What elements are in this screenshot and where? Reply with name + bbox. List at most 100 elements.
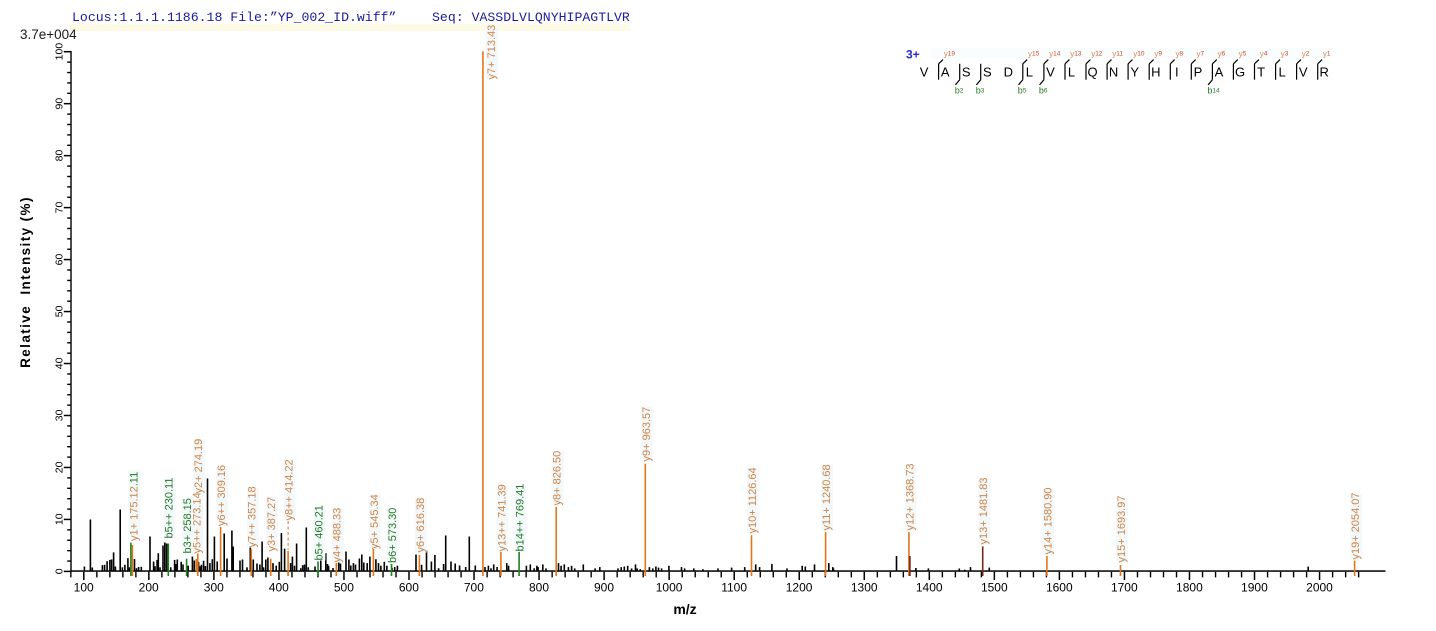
svg-text:1200: 1200 bbox=[786, 581, 813, 595]
svg-text:y4+ 488.33: y4+ 488.33 bbox=[332, 508, 344, 563]
svg-text:G: G bbox=[1235, 65, 1245, 80]
svg-text:A: A bbox=[941, 65, 950, 80]
svg-text:y5+ 545.34: y5+ 545.34 bbox=[369, 494, 381, 549]
svg-text:L: L bbox=[1068, 65, 1075, 80]
svg-text:400: 400 bbox=[269, 581, 289, 595]
svg-text:y8++ 414.22: y8++ 414.22 bbox=[284, 459, 296, 520]
svg-text:1400: 1400 bbox=[916, 581, 943, 595]
svg-text:Relative Intensity (%): Relative Intensity (%) bbox=[18, 196, 33, 368]
svg-text:Q: Q bbox=[1088, 65, 1098, 80]
svg-text:900: 900 bbox=[594, 581, 614, 595]
svg-text:y8: y8 bbox=[1176, 50, 1184, 59]
svg-text:b14++ 769.41: b14++ 769.41 bbox=[515, 484, 527, 552]
svg-text:y11: y11 bbox=[1112, 50, 1123, 59]
svg-text:y15: y15 bbox=[1028, 50, 1040, 59]
svg-text:y13+ 1481.83: y13+ 1481.83 bbox=[978, 478, 990, 545]
svg-text:y8+ 826.50: y8+ 826.50 bbox=[552, 451, 564, 506]
svg-text:200: 200 bbox=[139, 581, 159, 595]
svg-text:1000: 1000 bbox=[656, 581, 683, 595]
svg-text:L: L bbox=[1026, 65, 1033, 80]
svg-text:y13++ 741.39: y13++ 741.39 bbox=[496, 484, 508, 551]
svg-text:y11+ 1240.68: y11+ 1240.68 bbox=[821, 464, 833, 530]
svg-text:P: P bbox=[1194, 65, 1203, 80]
svg-text:300: 300 bbox=[204, 581, 224, 595]
svg-text:y13: y13 bbox=[1070, 50, 1082, 59]
svg-text:1900: 1900 bbox=[1241, 581, 1268, 595]
svg-text:b6: b6 bbox=[1039, 86, 1048, 96]
svg-text:Seq: VASSDLVLQNYHIPAGTLVR: Seq: VASSDLVLQNYHIPAGTLVR bbox=[432, 10, 630, 25]
svg-text:Locus:1.1.1.1186.18 File:”YP_0: Locus:1.1.1.1186.18 File:”YP_002_ID.wiff… bbox=[72, 10, 396, 25]
svg-text:y9: y9 bbox=[1154, 50, 1162, 59]
svg-text:700: 700 bbox=[464, 581, 484, 595]
svg-text:40: 40 bbox=[53, 357, 65, 369]
svg-text:y12+ 1368.73: y12+ 1368.73 bbox=[904, 464, 916, 531]
svg-text:3.7e+004: 3.7e+004 bbox=[20, 27, 77, 42]
svg-text:y6: y6 bbox=[1218, 50, 1226, 59]
svg-text:y5++ 273.14: y5++ 273.14 bbox=[191, 492, 203, 553]
svg-text:b6+ 573.30: b6+ 573.30 bbox=[387, 508, 399, 563]
svg-text:y4: y4 bbox=[1260, 50, 1268, 59]
svg-text:S: S bbox=[962, 65, 971, 80]
svg-text:R: R bbox=[1320, 65, 1329, 80]
svg-text:y14+ 1580.90: y14+ 1580.90 bbox=[1042, 488, 1054, 555]
svg-text:y1+ 175.12.11: y1+ 175.12.11 bbox=[128, 472, 140, 541]
svg-text:V: V bbox=[920, 65, 929, 80]
svg-text:2000: 2000 bbox=[1306, 581, 1333, 595]
svg-text:A: A bbox=[1215, 65, 1224, 80]
svg-text:y5: y5 bbox=[1239, 50, 1247, 59]
svg-text:S: S bbox=[983, 65, 992, 80]
svg-text:T: T bbox=[1257, 65, 1265, 80]
svg-text:y1: y1 bbox=[1323, 50, 1331, 59]
svg-text:b5++ 230.11: b5++ 230.11 bbox=[164, 478, 176, 539]
svg-text:y10: y10 bbox=[1133, 50, 1145, 59]
svg-text:1100: 1100 bbox=[721, 581, 747, 595]
svg-text:3+: 3+ bbox=[906, 48, 920, 62]
svg-text:b5+ 460.21: b5+ 460.21 bbox=[313, 505, 325, 560]
svg-text:b14: b14 bbox=[1207, 86, 1220, 96]
svg-text:y7+ 713.43: y7+ 713.43 bbox=[486, 25, 498, 80]
svg-text:m/z: m/z bbox=[673, 601, 696, 617]
svg-text:y12: y12 bbox=[1091, 50, 1103, 59]
svg-text:N: N bbox=[1109, 65, 1118, 80]
svg-text:y2: y2 bbox=[1302, 50, 1310, 59]
svg-text:Y: Y bbox=[1130, 65, 1139, 80]
svg-text:y10+ 1126.64: y10+ 1126.64 bbox=[747, 467, 759, 533]
svg-text:b2: b2 bbox=[955, 86, 964, 96]
svg-text:50: 50 bbox=[53, 305, 65, 317]
svg-text:80: 80 bbox=[53, 150, 65, 162]
svg-text:100: 100 bbox=[74, 581, 94, 595]
svg-text:600: 600 bbox=[399, 581, 419, 595]
svg-text:1700: 1700 bbox=[1111, 581, 1138, 595]
svg-text:b3+ 258.15: b3+ 258.15 bbox=[182, 498, 194, 553]
svg-text:y19: y19 bbox=[944, 50, 956, 59]
svg-text:70: 70 bbox=[53, 202, 65, 214]
svg-text:0: 0 bbox=[53, 568, 65, 574]
svg-text:b5: b5 bbox=[1018, 86, 1027, 96]
svg-text:y9+ 963.57: y9+ 963.57 bbox=[641, 407, 653, 462]
svg-text:H: H bbox=[1151, 65, 1160, 80]
svg-text:y6++ 309.16: y6++ 309.16 bbox=[216, 465, 228, 526]
svg-text:1600: 1600 bbox=[1046, 581, 1073, 595]
svg-text:D: D bbox=[1004, 65, 1013, 80]
svg-text:1300: 1300 bbox=[851, 581, 878, 595]
svg-text:1800: 1800 bbox=[1176, 581, 1203, 595]
svg-text:b3: b3 bbox=[976, 86, 985, 96]
svg-text:L: L bbox=[1278, 65, 1285, 80]
svg-text:V: V bbox=[1299, 65, 1308, 80]
svg-text:y2+ 274.19: y2+ 274.19 bbox=[193, 439, 205, 494]
svg-text:1500: 1500 bbox=[981, 581, 1008, 595]
svg-text:I: I bbox=[1175, 65, 1179, 80]
svg-text:60: 60 bbox=[53, 254, 65, 266]
svg-text:y14: y14 bbox=[1049, 50, 1061, 59]
svg-text:500: 500 bbox=[334, 581, 354, 595]
svg-text:y19+ 2054.07: y19+ 2054.07 bbox=[1350, 493, 1362, 560]
svg-text:90: 90 bbox=[53, 98, 65, 110]
svg-text:800: 800 bbox=[529, 581, 549, 595]
svg-text:y7++ 357.18: y7++ 357.18 bbox=[247, 486, 259, 547]
svg-text:y3+ 387.27: y3+ 387.27 bbox=[266, 497, 278, 552]
svg-text:y3: y3 bbox=[1281, 50, 1289, 59]
svg-text:10: 10 bbox=[53, 513, 65, 525]
svg-text:30: 30 bbox=[53, 409, 65, 421]
svg-text:V: V bbox=[1046, 65, 1055, 80]
svg-text:y6+ 616.38: y6+ 616.38 bbox=[415, 498, 427, 553]
